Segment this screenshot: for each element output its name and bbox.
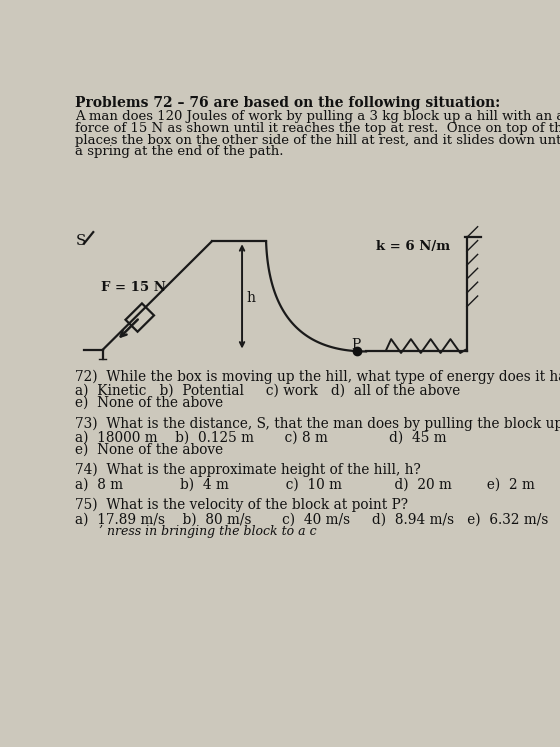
Text: Problems 72 – 76 are based on the following situation:: Problems 72 – 76 are based on the follow… xyxy=(76,96,501,110)
Text: A man does 120 Joules of work by pulling a 3 kg block up a hill with an average : A man does 120 Joules of work by pulling… xyxy=(76,111,560,123)
Text: 75)  What is the velocity of the block at point P?: 75) What is the velocity of the block at… xyxy=(76,498,408,512)
Text: 74)  What is the approximate height of the hill, h?: 74) What is the approximate height of th… xyxy=(76,463,421,477)
Text: h: h xyxy=(247,291,256,306)
Text: P: P xyxy=(351,338,361,353)
Text: k = 6 N/m: k = 6 N/m xyxy=(376,240,450,252)
Text: places the box on the other side of the hill at rest, and it slides down until i: places the box on the other side of the … xyxy=(76,134,560,146)
Text: F = 15 N: F = 15 N xyxy=(101,281,166,294)
Text: e)  None of the above: e) None of the above xyxy=(76,396,223,410)
Text: a)  Kinetic   b)  Potential     c) work   d)  all of the above: a) Kinetic b) Potential c) work d) all o… xyxy=(76,384,461,398)
Text: a)  18000 m    b)  0.125 m       c) 8 m              d)  45 m: a) 18000 m b) 0.125 m c) 8 m d) 45 m xyxy=(76,431,447,444)
Text: 72)  While the box is moving up the hill, what type of energy does it have?: 72) While the box is moving up the hill,… xyxy=(76,369,560,383)
Text: force of 15 N as shown until it reaches the top at rest.  Once on top of the hil: force of 15 N as shown until it reaches … xyxy=(76,122,560,135)
Text: ’ nress in bringing the block to a c: ’ nress in bringing the block to a c xyxy=(76,524,317,538)
Text: S: S xyxy=(76,235,87,249)
Text: a)  17.89 m/s    b)  80 m/s       c)  40 m/s     d)  8.94 m/s   e)  6.32 m/s: a) 17.89 m/s b) 80 m/s c) 40 m/s d) 8.94… xyxy=(76,512,549,527)
Text: a)  8 m             b)  4 m             c)  10 m            d)  20 m        e)  : a) 8 m b) 4 m c) 10 m d) 20 m e) xyxy=(76,478,535,492)
Text: e)  None of the above: e) None of the above xyxy=(76,443,223,457)
Text: a spring at the end of the path.: a spring at the end of the path. xyxy=(76,145,284,158)
Text: 73)  What is the distance, S, that the man does by pulling the block up the hill: 73) What is the distance, S, that the ma… xyxy=(76,416,560,430)
